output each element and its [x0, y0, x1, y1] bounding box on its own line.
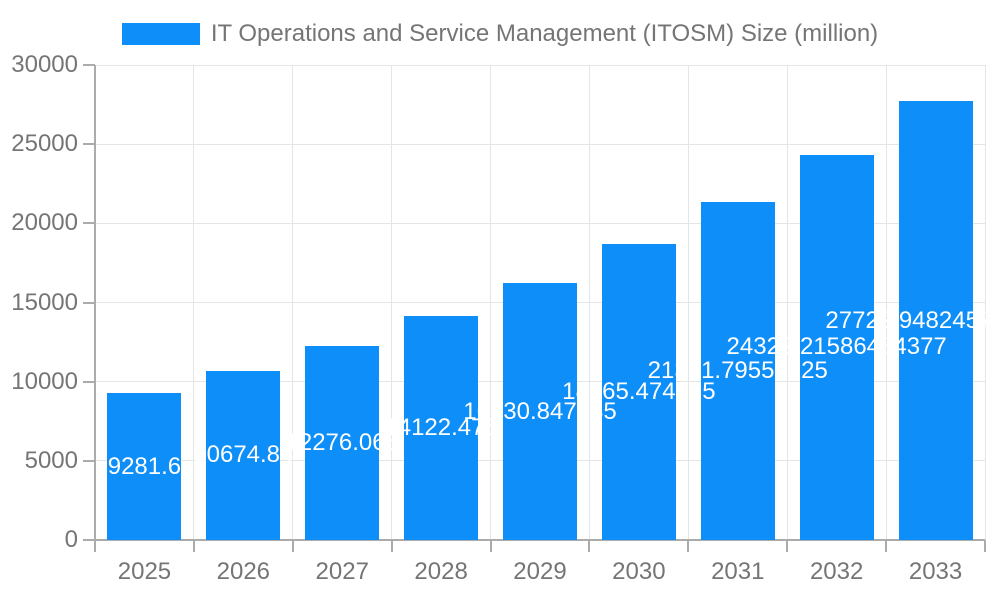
y-tick-mark — [83, 143, 95, 146]
x-tick-mark — [291, 540, 294, 552]
legend-label: IT Operations and Service Management (IT… — [210, 20, 879, 47]
bar-2033[interactable] — [898, 101, 973, 540]
y-gridline — [95, 64, 985, 66]
x-gridline — [588, 65, 590, 540]
x-gridline — [786, 65, 788, 540]
bar-2032[interactable] — [799, 154, 874, 540]
y-axis-label: 15000 — [11, 288, 78, 316]
y-tick-mark — [83, 380, 95, 383]
x-axis-label: 2027 — [315, 558, 369, 585]
bar-2031[interactable] — [700, 201, 775, 540]
legend-item-itosm[interactable]: IT Operations and Service Management (IT… — [121, 20, 879, 48]
y-gridline — [95, 143, 985, 145]
y-axis-line — [94, 65, 96, 552]
legend-swatch — [121, 23, 200, 45]
x-axis-label: 2032 — [809, 558, 864, 585]
y-tick-mark — [83, 459, 95, 462]
x-tick-mark — [687, 540, 690, 552]
y-tick-mark — [83, 222, 95, 225]
x-axis-label: 2025 — [117, 558, 172, 585]
x-axis-label: 2028 — [414, 558, 468, 585]
x-tick-mark — [885, 540, 888, 552]
y-axis-label: 25000 — [11, 130, 78, 158]
y-axis-label: 10000 — [11, 367, 78, 395]
bar-2030[interactable] — [601, 244, 676, 540]
y-axis-label: 30000 — [11, 51, 78, 78]
x-axis-label: 2029 — [513, 558, 567, 585]
x-tick-mark — [489, 540, 492, 552]
x-tick-mark — [984, 540, 986, 552]
y-tick-mark — [83, 64, 95, 66]
x-axis-label: 2031 — [711, 558, 765, 585]
x-tick-mark — [390, 540, 393, 552]
x-axis-label: 2033 — [908, 558, 963, 585]
x-tick-mark — [786, 540, 789, 552]
legend: IT Operations and Service Management (IT… — [0, 20, 1000, 48]
x-gridline — [292, 65, 294, 540]
y-axis-label: 5000 — [24, 446, 78, 474]
x-gridline — [984, 65, 986, 540]
x-tick-mark — [192, 540, 195, 552]
x-axis-label: 2030 — [612, 558, 666, 585]
bar-2029[interactable] — [503, 283, 577, 540]
x-gridline — [391, 65, 393, 540]
x-axis-line — [83, 539, 985, 541]
bar-2027[interactable] — [305, 345, 380, 540]
y-axis-label: 0 — [64, 526, 78, 553]
x-gridline — [885, 65, 887, 540]
bar-2025[interactable] — [107, 393, 182, 540]
y-axis-label: 20000 — [11, 209, 78, 237]
x-gridline — [490, 65, 492, 540]
bar-2028[interactable] — [404, 316, 479, 540]
bar-2026[interactable] — [206, 370, 281, 540]
y-gridline — [95, 222, 985, 224]
y-tick-mark — [83, 301, 95, 304]
x-axis-label: 2026 — [216, 558, 271, 585]
x-tick-mark — [588, 540, 591, 552]
x-gridline — [687, 65, 689, 540]
x-gridline — [193, 65, 195, 540]
